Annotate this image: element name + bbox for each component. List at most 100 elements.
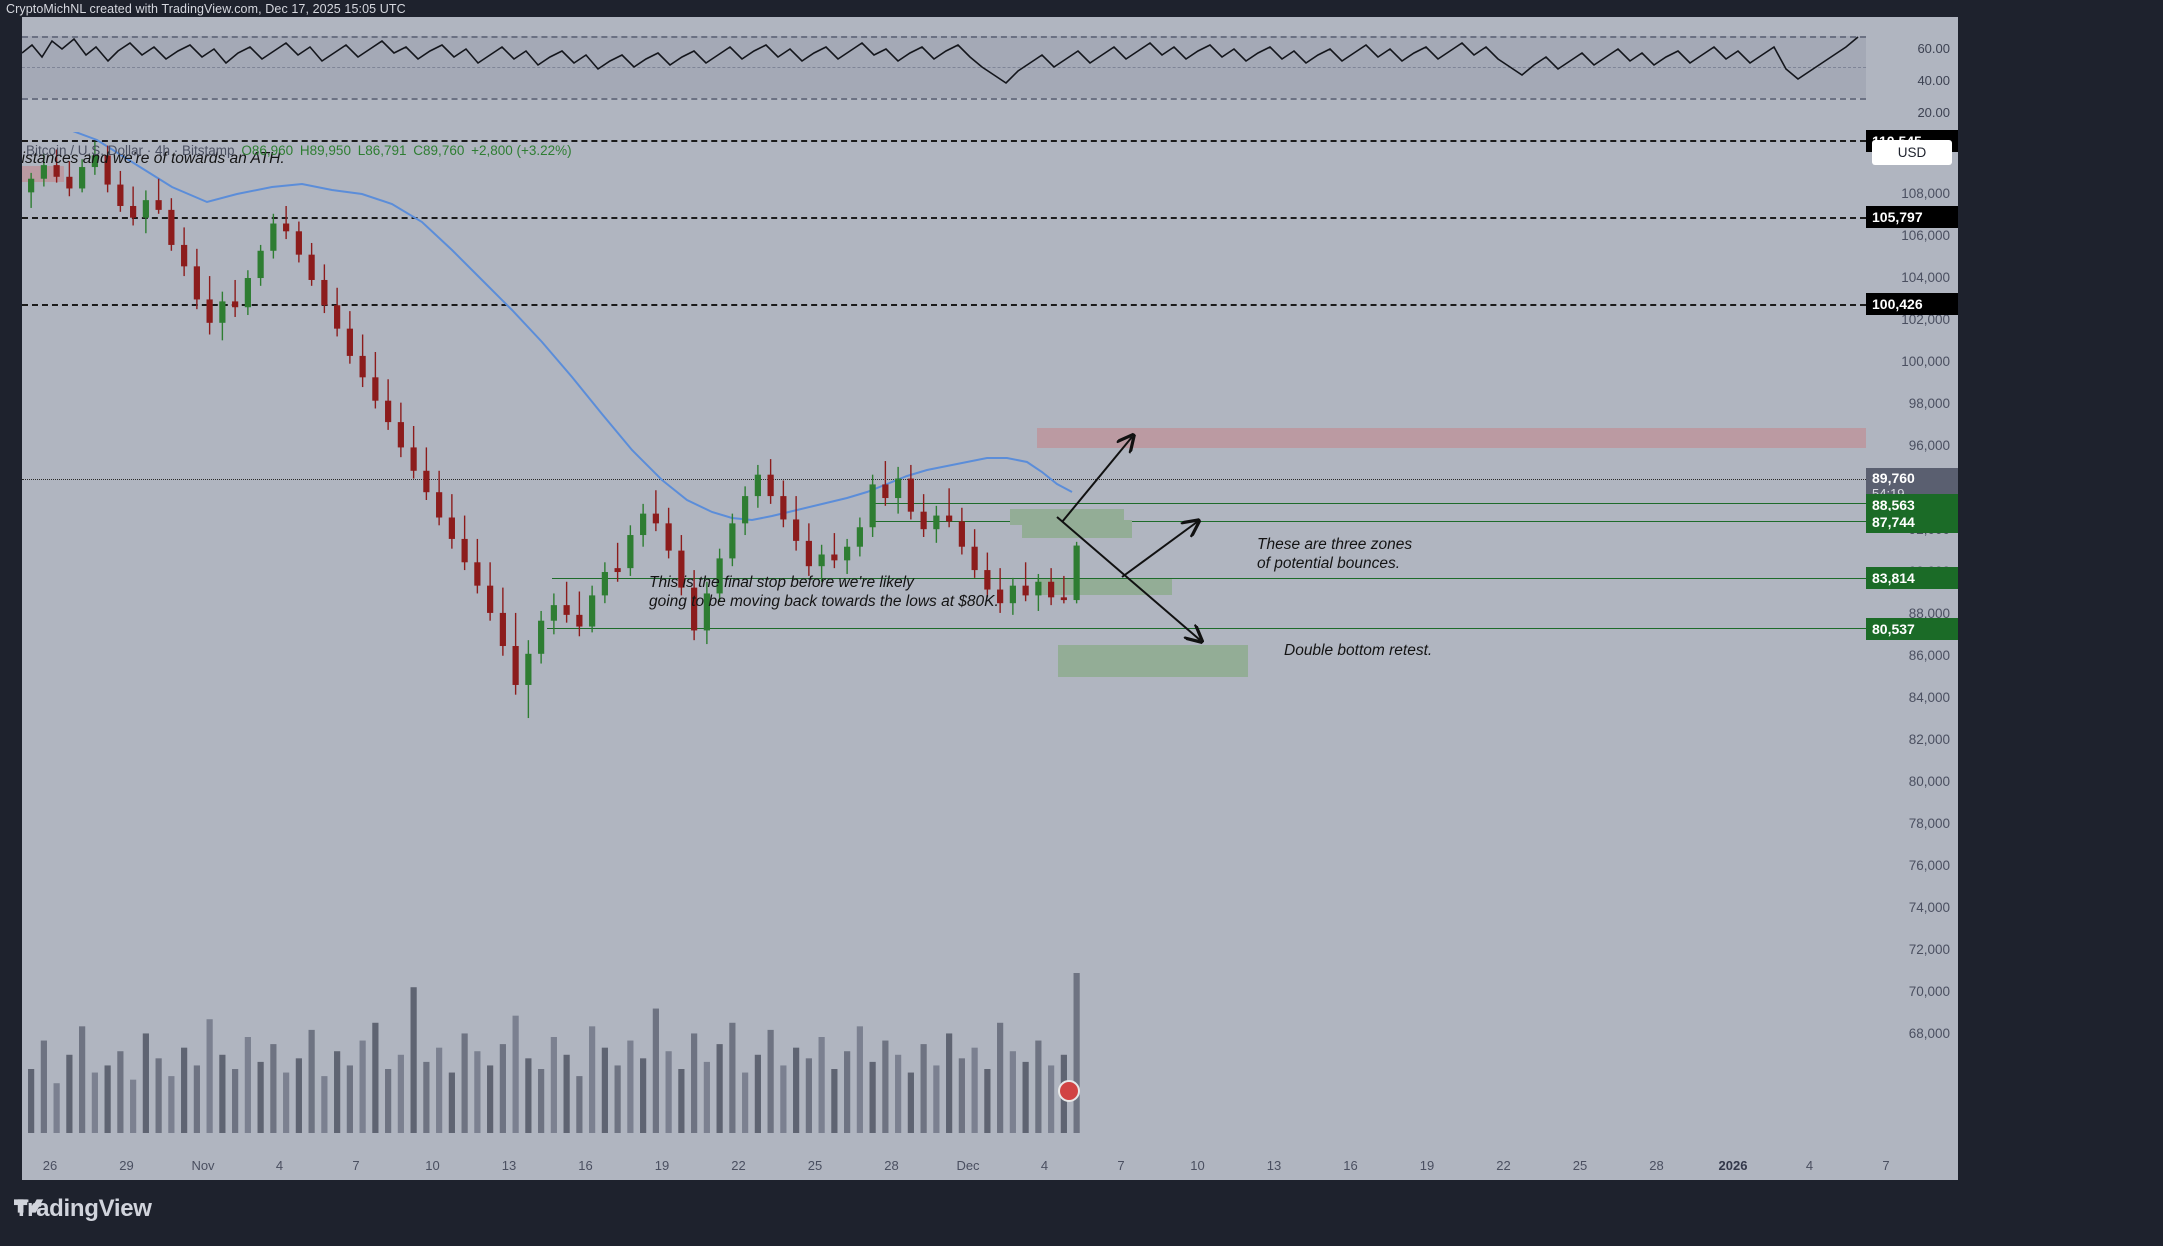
rsi-line <box>22 36 1859 85</box>
legend-symbol[interactable]: Bitcoin / U.S. Dollar · 4h · Bitstamp <box>26 143 235 158</box>
level-110545 <box>22 140 1866 142</box>
time-tick: 10 <box>425 1158 440 1173</box>
time-tick: 19 <box>654 1158 670 1173</box>
price-axis[interactable]: 110,000 108,000 106,000 104,000 102,000 … <box>1866 132 1958 1153</box>
double-bottom-zone <box>1058 645 1248 677</box>
price-pane[interactable]: resistances and we're of towards an ATH.… <box>22 132 1866 1153</box>
time-tick: 4 <box>1040 1158 1049 1173</box>
time-tick: 16 <box>1343 1158 1358 1173</box>
rsi-level-60 <box>22 36 1866 38</box>
price-axis-filler <box>1958 132 2163 1153</box>
price-tag-80537[interactable]: 80,537 <box>1866 618 1958 640</box>
time-tick: 22 <box>1496 1158 1511 1173</box>
time-tick: 13 <box>1266 1158 1282 1173</box>
chart-legend[interactable]: Bitcoin / U.S. Dollar · 4h · Bitstamp O8… <box>26 143 575 158</box>
time-tick: 2026 <box>1718 1158 1748 1173</box>
price-tick: 88,000 <box>1908 606 1950 621</box>
time-tick: Dec <box>956 1158 980 1173</box>
annotation-double-bottom: Double bottom retest. <box>1284 642 1433 659</box>
price-tick: 72,000 <box>1908 942 1950 957</box>
time-tick: 25 <box>807 1158 823 1173</box>
legend-open: O86,960 <box>241 143 294 158</box>
level-100426 <box>22 304 1866 306</box>
annotation-top-note: resistances and we're of towards an ATH. <box>22 150 285 167</box>
time-axis[interactable]: 26 29 Nov 4 7 10 13 16 19 22 25 28 Dec 4 7 10 13 16 19 22 25… <box>22 1153 1958 1180</box>
footer-bar: TradingView <box>0 1180 2163 1246</box>
legend-low: L86,791 <box>357 143 407 158</box>
rsi-axis[interactable]: 60.00 40.00 20.00 <box>1866 17 1958 132</box>
arrow-down-to-double-bottom <box>1056 516 1200 640</box>
price-tag-88563[interactable]: 88,563 <box>1866 494 1958 516</box>
rsi-level-40 <box>22 67 1866 68</box>
left-gutter <box>0 17 22 1153</box>
time-axis-left-filler <box>0 1153 22 1180</box>
rsi-level-20 <box>22 98 1866 100</box>
price-tick: 102,000 <box>1901 312 1950 327</box>
time-tick: 29 <box>119 1158 134 1173</box>
legend-close: C89,760 <box>413 143 465 158</box>
price-tick: 98,000 <box>1908 396 1950 411</box>
price-tick: 80,000 <box>1908 774 1950 789</box>
tradingview-logo[interactable]: TradingView <box>14 1195 152 1223</box>
time-tick: 19 <box>1419 1158 1435 1173</box>
currency-button[interactable]: USD <box>1872 140 1952 165</box>
arrow-up-from-bounce <box>1121 522 1197 578</box>
price-tick: 96,000 <box>1908 438 1950 453</box>
projection-arrows <box>1056 132 1866 1153</box>
rsi-pane[interactable] <box>22 17 1866 132</box>
time-tick: 7 <box>352 1158 360 1173</box>
price-tag-83814[interactable]: 83,814 <box>1866 567 1958 589</box>
rsi-tick-40: 40.00 <box>1917 73 1950 88</box>
time-tick: 26 <box>42 1158 58 1173</box>
price-tick: 68,000 <box>1908 1026 1950 1041</box>
price-tick: 70,000 <box>1908 984 1950 999</box>
price-tag-87744[interactable]: 87,744 <box>1866 511 1958 533</box>
arrow-up-to-resistance <box>1061 437 1132 523</box>
bounce-zone-2 <box>1022 520 1132 538</box>
time-tick: 7 <box>1882 1158 1890 1173</box>
candlestick-series <box>28 141 1080 719</box>
alert-marker-icon[interactable] <box>1058 1080 1080 1102</box>
price-tag-105797[interactable]: 105,797 <box>1866 206 1958 228</box>
price-tick: 100,000 <box>1901 354 1950 369</box>
price-tick: 84,000 <box>1908 690 1950 705</box>
time-tick: 22 <box>731 1158 746 1173</box>
tradingview-mark-icon <box>14 1199 44 1213</box>
legend-high: H89,950 <box>299 143 351 158</box>
annotation-final-stop: This is the final stop before we're like… <box>649 574 999 610</box>
attribution-text: CryptoMichNL created with TradingView.co… <box>6 2 406 16</box>
rsi-tick-60: 60.00 <box>1917 41 1950 56</box>
time-tick: 7 <box>1117 1158 1125 1173</box>
annotation-three-zones: These are three zones of potential bounc… <box>1257 536 1413 572</box>
level-89760 <box>22 479 1866 480</box>
time-tick: 13 <box>501 1158 517 1173</box>
price-tag-100426[interactable]: 100,426 <box>1866 293 1958 315</box>
price-tick: 74,000 <box>1908 900 1950 915</box>
price-tick: 78,000 <box>1908 816 1950 831</box>
attribution-bar: CryptoMichNL created with TradingView.co… <box>0 0 2163 17</box>
volume-series <box>28 973 1080 1133</box>
price-tick: 82,000 <box>1908 732 1950 747</box>
price-tick: 108,000 <box>1901 186 1950 201</box>
resistance-zone <box>1037 428 1866 448</box>
time-tick: 25 <box>1572 1158 1588 1173</box>
level-88563 <box>870 503 1866 504</box>
rsi-axis-filler <box>1958 17 2163 132</box>
moving-average-line <box>72 132 1073 522</box>
price-tick: 76,000 <box>1908 858 1950 873</box>
rsi-tick-20: 20.00 <box>1917 105 1950 120</box>
price-tick: 86,000 <box>1908 648 1950 663</box>
time-tick: 4 <box>275 1158 284 1173</box>
price-tick: 106,000 <box>1901 228 1950 243</box>
price-tick: 104,000 <box>1901 270 1950 285</box>
time-tick: 10 <box>1190 1158 1205 1173</box>
legend-change: +2,800 (+3.22%) <box>471 143 572 158</box>
time-tick: 28 <box>884 1158 899 1173</box>
time-tick: 16 <box>578 1158 593 1173</box>
bounce-zone-3 <box>1037 579 1172 595</box>
time-tick: 4 <box>1805 1158 1814 1173</box>
level-105797 <box>22 217 1866 219</box>
level-83814 <box>552 578 1866 579</box>
time-axis-right-filler <box>1958 1153 2163 1180</box>
time-tick: 28 <box>1649 1158 1664 1173</box>
